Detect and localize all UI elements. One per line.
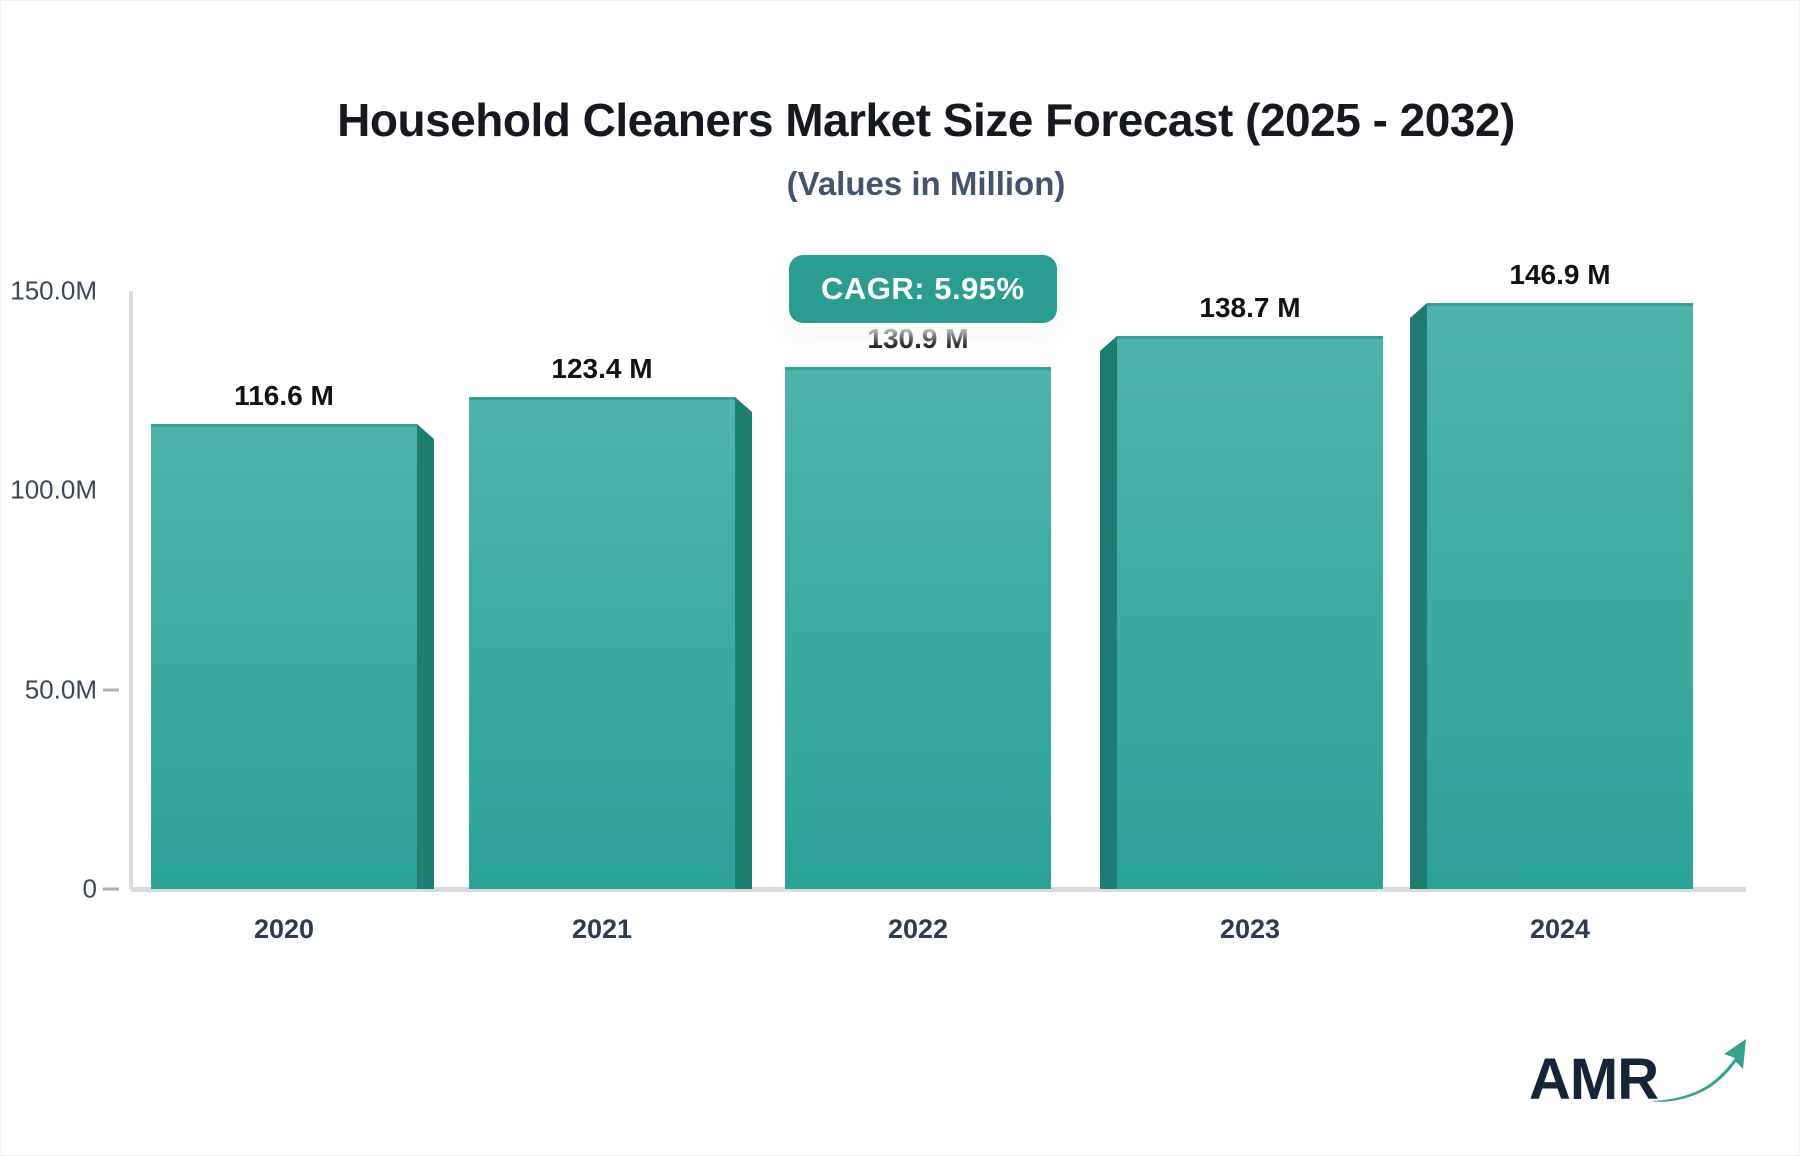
bar-group-2024: 146.9 M 2024 xyxy=(1410,259,1693,944)
bar-3d-side xyxy=(735,397,752,889)
bar-value-label: 146.9 M xyxy=(1509,259,1611,290)
plot-area: 116.6 M 2020 123.4 M 2021 130.9 M 2022 138.7 M… xyxy=(131,259,1746,944)
bar-value-label: 116.6 M xyxy=(234,380,334,411)
cagr-badge: CAGR: 5.95% xyxy=(789,255,1057,323)
bar-3d-side xyxy=(1100,336,1117,889)
chart-title: Household Cleaners Market Size Forecast … xyxy=(337,94,1515,146)
y-axis-line xyxy=(129,291,133,889)
bar-group-2021: 123.4 M 2021 xyxy=(469,353,752,944)
x-axis-label: 2024 xyxy=(1529,914,1591,944)
y-axis-tick-mark xyxy=(103,688,119,692)
bar-value-label: 123.4 M xyxy=(551,353,653,384)
y-axis-tick-label: 150.0M xyxy=(10,275,97,306)
amr-logo: AMR xyxy=(1529,1035,1748,1109)
y-axis-tick-label: 0 xyxy=(82,873,97,904)
bar-value-label: 138.7 M xyxy=(1199,292,1301,323)
bar-3d-side xyxy=(1410,303,1427,889)
bar-2021 xyxy=(469,397,735,889)
x-axis-label: 2020 xyxy=(253,914,315,944)
bar-group-2020: 116.6 M 2020 xyxy=(151,380,434,944)
bar-value-label: 130.9 M xyxy=(867,323,969,354)
x-axis-line xyxy=(131,887,1746,892)
growth-arrow-icon xyxy=(1650,1039,1747,1102)
y-axis-tick-mark xyxy=(103,887,119,891)
bar-3d-side xyxy=(417,424,434,889)
bar-group-2022: 130.9 M 2022 xyxy=(785,323,1051,944)
bar-2024 xyxy=(1427,303,1693,889)
chart-header: Household Cleaners Market Size Forecast … xyxy=(126,93,1726,203)
y-axis-tick-label: 100.0M xyxy=(10,474,97,505)
amr-logo-text: AMR xyxy=(1529,1047,1659,1112)
bar-group-2023: 138.7 M 2023 xyxy=(1100,292,1383,944)
chart-subtitle: (Values in Million) xyxy=(786,165,1066,202)
y-axis-tick-label: 50.0M xyxy=(24,674,97,705)
x-axis-label: 2022 xyxy=(887,914,949,944)
bar-2022 xyxy=(785,367,1051,889)
bar-2023 xyxy=(1117,336,1383,889)
x-axis-label: 2021 xyxy=(571,914,633,944)
bar-2020 xyxy=(151,424,417,889)
x-axis-label: 2023 xyxy=(1219,914,1281,944)
